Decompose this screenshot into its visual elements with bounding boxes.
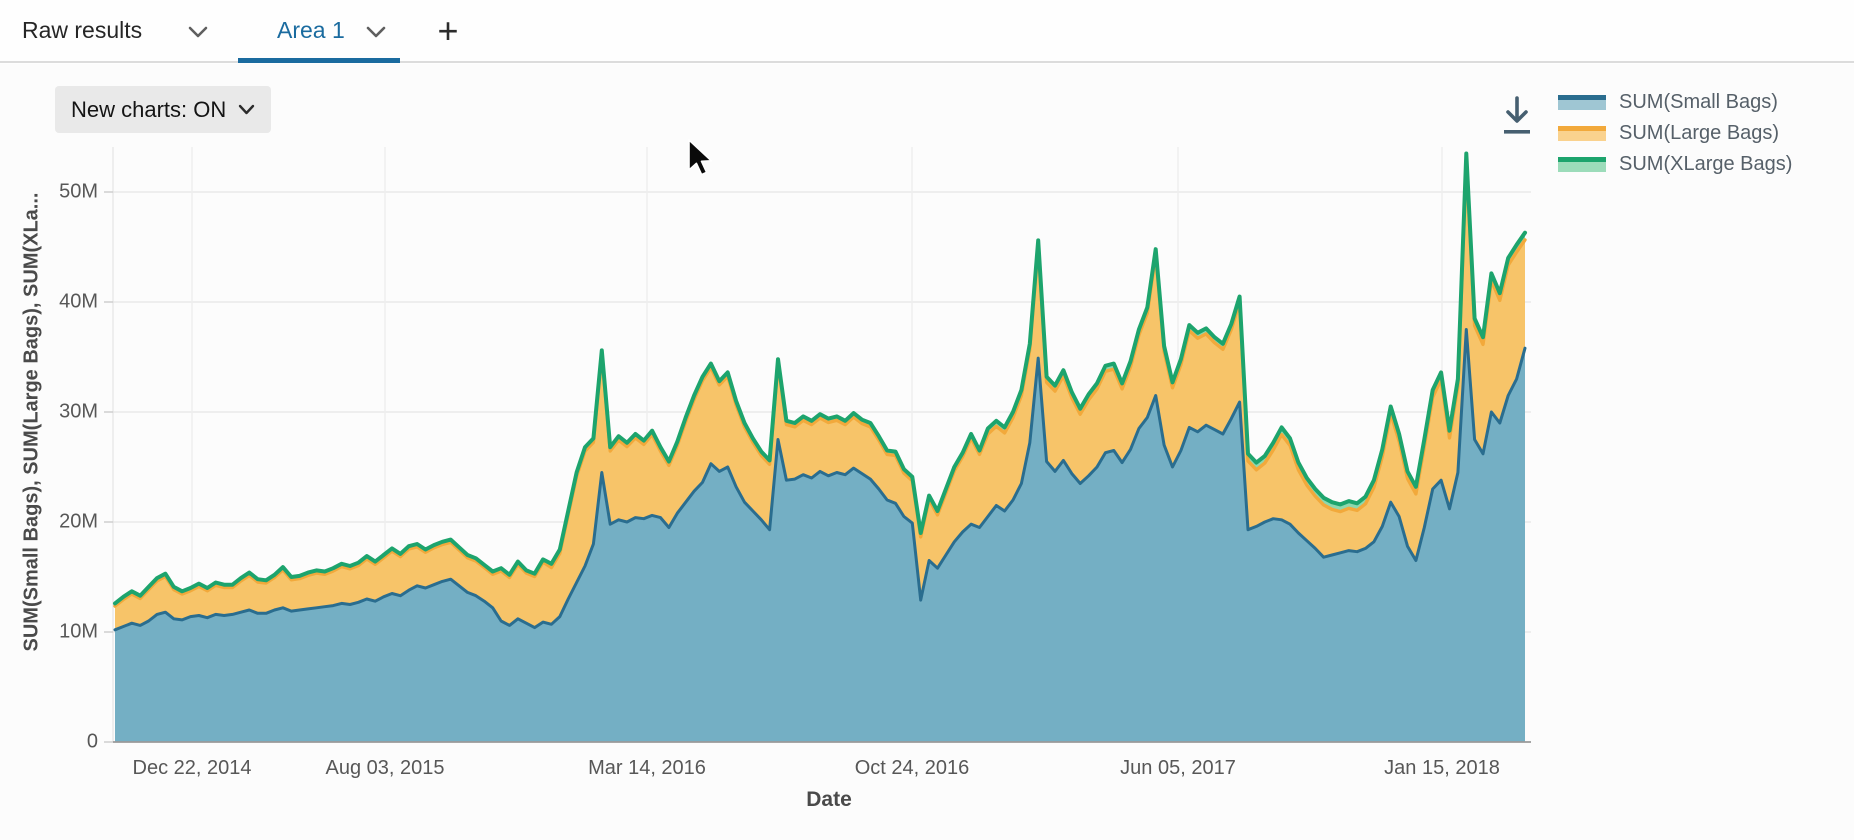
line-xlarge-bags — [113, 151, 1527, 606]
y-tick-label: 20M — [59, 510, 98, 533]
chevron-down-icon[interactable] — [366, 25, 386, 39]
legend-label: SUM(Large Bags) — [1619, 121, 1780, 144]
area-small-bags — [115, 329, 1525, 742]
new-charts-toggle[interactable]: New charts: ON — [55, 86, 272, 133]
y-tick-label: 40M — [59, 290, 98, 313]
legend-label: SUM(Small Bags) — [1619, 90, 1778, 113]
download-icon[interactable] — [1500, 94, 1534, 138]
y-tick-label: 50M — [59, 180, 98, 203]
active-tab-underline — [238, 58, 400, 63]
tab-bar-border — [0, 61, 1854, 63]
x-tick-label: Aug 03, 2015 — [325, 757, 445, 779]
legend-swatch-icon — [1558, 156, 1606, 172]
line-small-bags — [113, 328, 1527, 632]
y-tick-label: 30M — [59, 400, 98, 423]
x-tick-label: Dec 22, 2014 — [132, 757, 252, 779]
x-tick-label: Oct 24, 2016 — [854, 757, 970, 779]
add-tab-button[interactable]: + — [437, 10, 459, 51]
y-tick-label: 0 — [86, 730, 98, 753]
tab-bar: Raw results Area 1 + — [0, 0, 1854, 64]
chevron-down-icon[interactable] — [188, 25, 208, 39]
x-tick-label: Mar 14, 2016 — [588, 757, 706, 779]
legend-swatch-icon — [1558, 125, 1606, 141]
chevron-down-icon — [238, 104, 255, 115]
legend-item[interactable]: SUM(XLarge Bags) — [1558, 152, 1793, 175]
line-large-bags — [113, 158, 1527, 608]
legend-swatch-icon — [1558, 94, 1606, 110]
x-axis-title: Date — [806, 788, 852, 811]
x-tick-label: Jun 05, 2017 — [1120, 757, 1236, 779]
legend-item[interactable]: SUM(Large Bags) — [1558, 121, 1792, 144]
tab-area-1[interactable]: Area 1 — [277, 17, 345, 43]
legend: SUM(Small Bags) SUM(Large Bags) SUM(XLarge… — [1558, 90, 1793, 185]
new-charts-toggle-label: New charts: ON — [71, 96, 227, 122]
x-tick-label: Jan 15, 2018 — [1384, 757, 1500, 779]
legend-label: SUM(XLarge Bags) — [1619, 152, 1793, 175]
tab-raw-results[interactable]: Raw results — [22, 17, 143, 43]
y-tick-label: 10M — [59, 620, 98, 643]
legend-item[interactable]: SUM(Small Bags) — [1558, 90, 1792, 113]
y-axis-title: SUM(Small Bags), SUM(Large Bags), SUM(XL… — [20, 192, 43, 652]
